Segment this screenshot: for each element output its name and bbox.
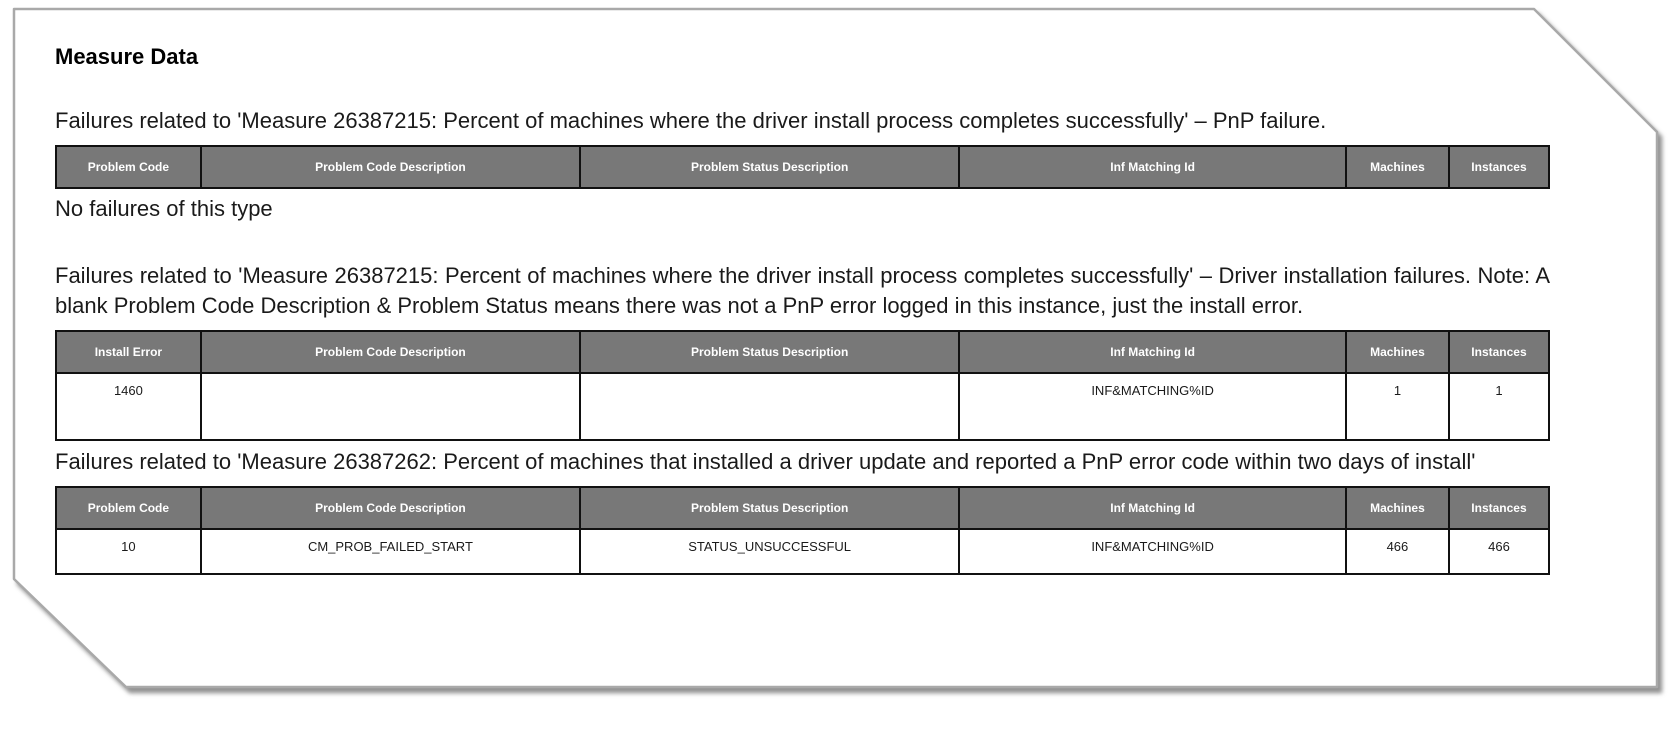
page-title: Measure Data <box>55 44 199 69</box>
header-cell: Inf Matching Id <box>958 145 1347 189</box>
table-cell: 466 <box>1447 528 1551 575</box>
header-cell: Problem Code <box>55 486 202 530</box>
header-cell: Problem Status Description <box>579 330 961 374</box>
header-cell: Problem Status Description <box>579 486 961 530</box>
table-cell: 1 <box>1447 372 1551 441</box>
table-cell: STATUS_UNSUCCESSFUL <box>579 528 961 575</box>
header-cell: Problem Code Description <box>199 145 582 189</box>
table-row: 10 CM_PROB_FAILED_START STATUS_UNSUCCESS… <box>55 528 1551 575</box>
table-cell: CM_PROB_FAILED_START <box>199 528 582 575</box>
no-failures-note: No failures of this type <box>55 196 273 221</box>
header-cell: Machines <box>1344 145 1450 189</box>
section3-intro-paragraph: Failures related to 'Measure 26387262: P… <box>55 449 1476 474</box>
table-row: 1460 INF&MATCHING%ID 1 1 <box>55 372 1551 441</box>
header-cell: Instances <box>1447 145 1551 189</box>
failures-table-pnp-error-code: Problem Code Problem Code Description Pr… <box>55 486 1551 575</box>
header-cell: Problem Code <box>55 145 202 189</box>
header-cell: Machines <box>1344 330 1450 374</box>
section1-intro-paragraph: Failures related to 'Measure 26387215: P… <box>55 108 1327 133</box>
header-cell: Install Error <box>55 330 202 374</box>
table-cell <box>199 372 582 441</box>
header-cell: Machines <box>1344 486 1450 530</box>
table-header-row: Problem Code Problem Code Description Pr… <box>55 145 1551 189</box>
table-cell: INF&MATCHING%ID <box>958 372 1347 441</box>
table-cell: 1460 <box>55 372 202 441</box>
table-cell: INF&MATCHING%ID <box>958 528 1347 575</box>
table-cell: 10 <box>55 528 202 575</box>
header-cell: Inf Matching Id <box>958 486 1347 530</box>
header-cell: Instances <box>1447 486 1551 530</box>
table-cell: 1 <box>1344 372 1450 441</box>
header-cell: Problem Code Description <box>199 486 582 530</box>
table-header-row: Problem Code Problem Code Description Pr… <box>55 486 1551 530</box>
header-cell: Inf Matching Id <box>958 330 1347 374</box>
header-cell: Problem Code Description <box>199 330 582 374</box>
table-cell <box>579 372 961 441</box>
table-cell: 466 <box>1344 528 1450 575</box>
header-cell: Instances <box>1447 330 1551 374</box>
header-cell: Problem Status Description <box>579 145 961 189</box>
failures-table-driver-install: Install Error Problem Code Description P… <box>55 330 1551 441</box>
document-content: Measure Data Failures related to 'Measur… <box>55 44 1551 581</box>
failures-table-pnp: Problem Code Problem Code Description Pr… <box>55 145 1551 189</box>
table-header-row: Install Error Problem Code Description P… <box>55 330 1551 374</box>
section2-intro-paragraph: Failures related to 'Measure 26387215: P… <box>55 263 1550 318</box>
